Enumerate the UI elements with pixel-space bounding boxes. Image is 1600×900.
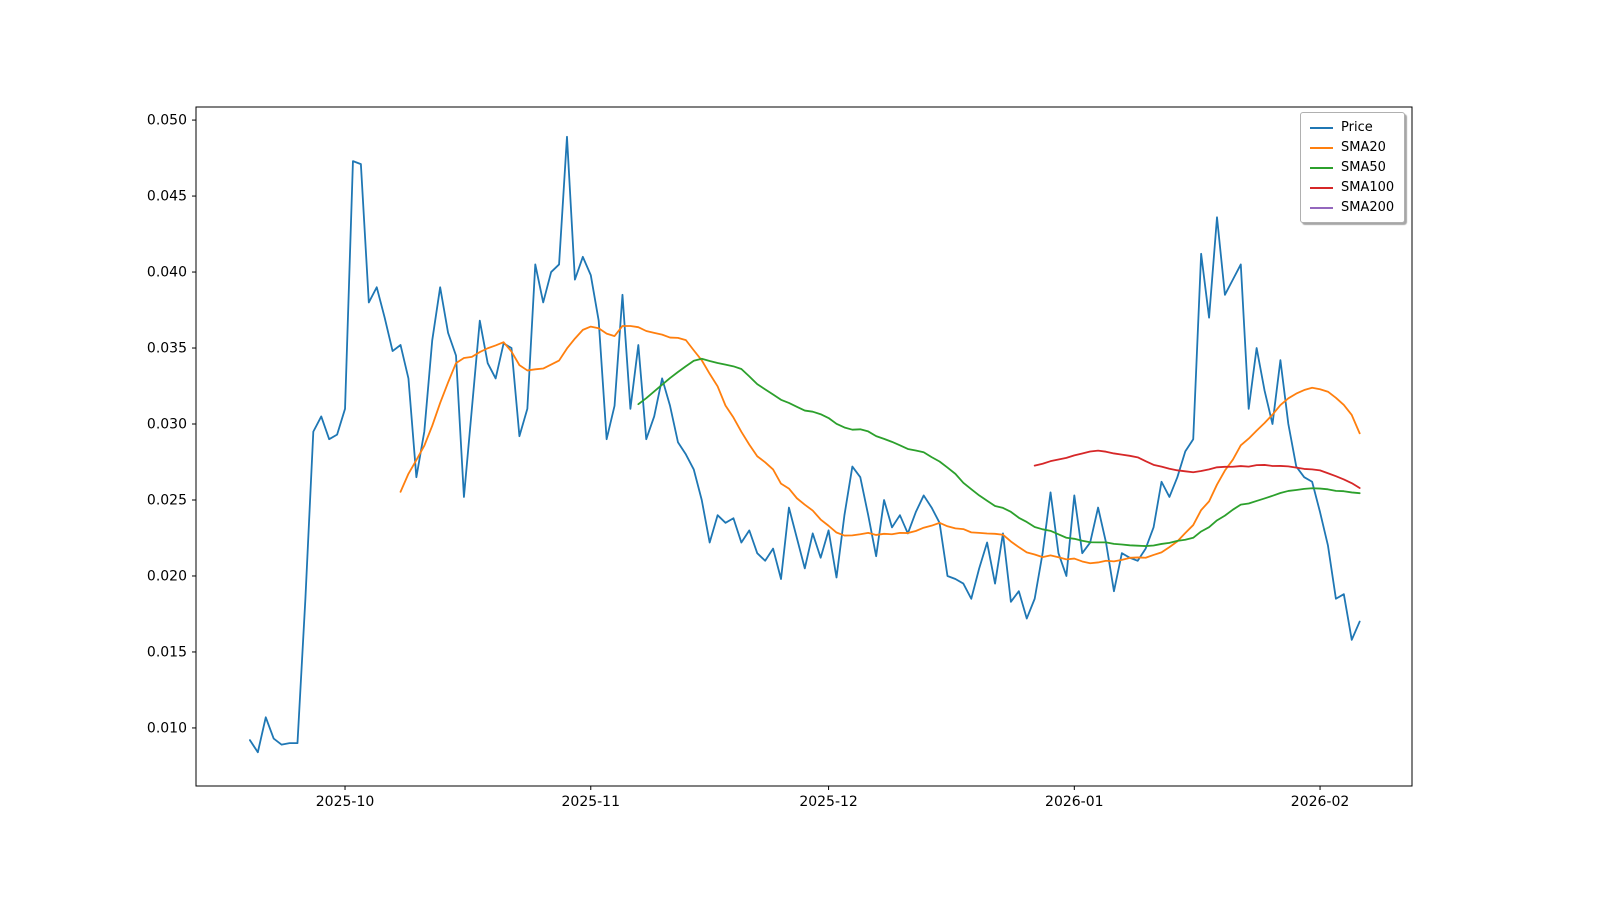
legend-item-sma200: SMA200 <box>1310 199 1394 216</box>
x-tick-label: 2025-11 <box>562 794 621 810</box>
legend-swatch-sma20 <box>1310 146 1333 149</box>
legend-swatch-sma100 <box>1310 186 1333 189</box>
legend-swatch-sma50 <box>1310 166 1333 169</box>
legend-label-sma100: SMA100 <box>1341 180 1395 195</box>
y-tick-label: 0.025 <box>147 492 187 508</box>
series-line-sma20 <box>399 325 1361 565</box>
y-tick-label: 0.015 <box>147 644 187 660</box>
legend-label-sma200: SMA200 <box>1341 200 1395 215</box>
series-line-sma50 <box>637 357 1361 547</box>
legend-label-sma20: SMA20 <box>1341 140 1386 155</box>
series-line-sma100 <box>1033 449 1361 489</box>
legend-label-sma50: SMA50 <box>1341 160 1386 175</box>
x-tick-label: 2026-02 <box>1291 794 1350 810</box>
x-tick-label: 2025-10 <box>316 794 375 810</box>
y-tick-label: 0.045 <box>147 189 187 205</box>
legend-item-sma50: SMA50 <box>1310 159 1394 176</box>
series-line-price <box>249 135 1361 754</box>
legend-swatch-sma200 <box>1310 206 1333 209</box>
plot-frame <box>195 106 1413 787</box>
y-tick-label: 0.050 <box>147 113 187 129</box>
legend-item-price: Price <box>1310 119 1394 136</box>
legend-swatch-price <box>1310 126 1333 129</box>
x-tick-label: 2026-01 <box>1045 794 1104 810</box>
legend: Price SMA20 SMA50 SMA100 SMA200 <box>1300 112 1406 223</box>
y-tick-label: 0.010 <box>147 720 187 736</box>
legend-item-sma100: SMA100 <box>1310 179 1394 196</box>
y-tick-label: 0.020 <box>147 568 187 584</box>
legend-label-price: Price <box>1341 120 1373 135</box>
y-tick-label: 0.030 <box>147 417 187 433</box>
y-tick-label: 0.035 <box>147 341 187 357</box>
x-tick-label: 2025-12 <box>799 794 858 810</box>
y-tick-label: 0.040 <box>147 265 187 281</box>
legend-item-sma20: SMA20 <box>1310 139 1394 156</box>
